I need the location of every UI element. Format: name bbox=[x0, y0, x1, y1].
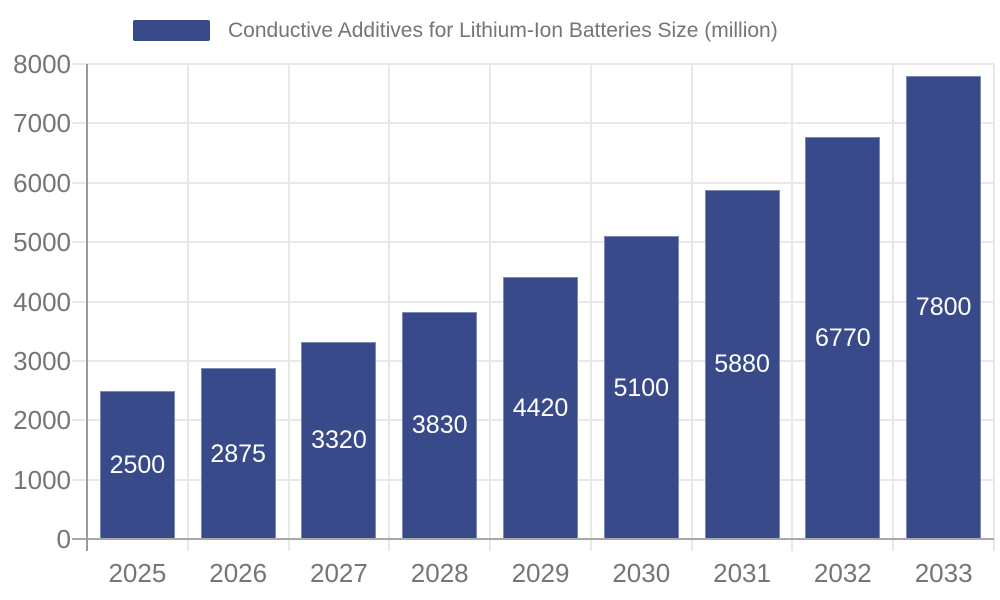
y-tick-label-2000: 2000 bbox=[13, 405, 71, 436]
gridline-y-7000 bbox=[72, 122, 994, 125]
gridline-x-9 bbox=[993, 64, 995, 551]
bar-2031: 5880 bbox=[704, 189, 780, 539]
bar-2030: 5100 bbox=[603, 236, 679, 539]
x-tick-label-2028: 2028 bbox=[410, 558, 469, 588]
x-tick-label-2032: 2032 bbox=[813, 558, 872, 588]
bar-2033: 7800 bbox=[906, 75, 982, 539]
gridline-x-5 bbox=[589, 64, 592, 551]
gridline-y-8000 bbox=[72, 63, 994, 65]
bar-value-label-2032: 6770 bbox=[815, 324, 871, 353]
legend: Conductive Additives for Lithium-Ion Bat… bbox=[133, 20, 778, 41]
y-tick-label-3000: 3000 bbox=[13, 345, 71, 376]
bar-value-label-2033: 7800 bbox=[915, 293, 972, 322]
x-tick-label-2025: 2025 bbox=[108, 558, 167, 588]
legend-label: Conductive Additives for Lithium-Ion Bat… bbox=[228, 19, 778, 42]
gridline-x-3 bbox=[388, 64, 391, 551]
bar-2028: 3830 bbox=[402, 311, 478, 539]
bar-value-label-2027: 3320 bbox=[311, 426, 367, 455]
bar-value-label-2029: 4420 bbox=[512, 393, 569, 422]
x-tick-label-2029: 2029 bbox=[511, 558, 570, 588]
x-tick-label-2030: 2030 bbox=[612, 558, 671, 588]
bar-2025: 2500 bbox=[99, 390, 175, 539]
x-tick-label-2027: 2027 bbox=[310, 558, 368, 588]
bar-2027: 3320 bbox=[301, 341, 377, 539]
bar-2029: 4420 bbox=[503, 276, 578, 539]
gridline-x-7 bbox=[791, 64, 794, 551]
gridline-y-5000 bbox=[72, 241, 994, 244]
y-tick-label-1000: 1000 bbox=[13, 464, 71, 495]
plot-area: 2500 2875 3320 3830 4420 5100 5880 6770 7800 bbox=[72, 63, 995, 551]
legend-swatch bbox=[133, 20, 210, 41]
bar-value-label-2031: 5880 bbox=[714, 350, 770, 379]
x-tick-label-2033: 2033 bbox=[914, 558, 973, 588]
bar-value-label-2026: 2875 bbox=[210, 439, 266, 468]
y-axis-line bbox=[86, 64, 88, 551]
y-tick-label-6000: 6000 bbox=[13, 167, 71, 198]
gridline-x-8 bbox=[892, 64, 895, 551]
bar-value-label-2025: 2500 bbox=[109, 450, 166, 479]
bar-value-label-2030: 5100 bbox=[613, 373, 670, 402]
x-tick-label-2031: 2031 bbox=[713, 558, 771, 588]
y-tick-label-7000: 7000 bbox=[13, 108, 71, 139]
gridline-x-4 bbox=[489, 64, 492, 551]
bar-value-label-2028: 3830 bbox=[411, 411, 468, 440]
gridline-x-2 bbox=[287, 64, 290, 551]
y-tick-label-0: 0 bbox=[56, 524, 71, 554]
y-tick-label-5000: 5000 bbox=[13, 227, 71, 258]
x-tick-label-2026: 2026 bbox=[209, 558, 268, 588]
gridline-y-6000 bbox=[72, 181, 994, 184]
gridline-x-1 bbox=[186, 64, 189, 551]
y-tick-label-4000: 4000 bbox=[13, 286, 71, 317]
bar-2026: 2875 bbox=[200, 368, 276, 539]
bar-2032: 6770 bbox=[805, 137, 881, 539]
y-tick-label-8000: 8000 bbox=[13, 49, 71, 79]
x-axis-baseline bbox=[72, 538, 994, 540]
gridline-x-6 bbox=[690, 64, 693, 551]
